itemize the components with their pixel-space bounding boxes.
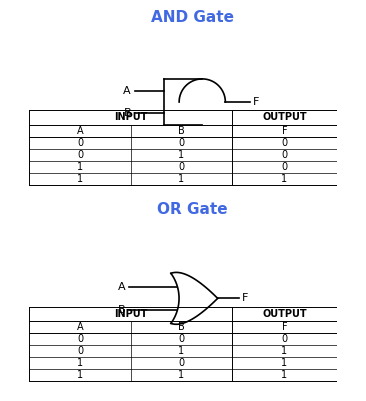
Text: 0: 0 <box>281 334 288 344</box>
Text: F: F <box>282 126 287 136</box>
Text: OR Gate: OR Gate <box>157 202 228 217</box>
Text: 0: 0 <box>77 138 83 148</box>
Text: 0: 0 <box>77 150 83 160</box>
Text: 0: 0 <box>77 334 83 344</box>
Text: F: F <box>242 294 248 303</box>
Text: 0: 0 <box>178 334 184 344</box>
Text: B: B <box>178 126 185 136</box>
Text: 0: 0 <box>178 162 184 172</box>
Text: F: F <box>253 97 259 107</box>
Text: 1: 1 <box>178 346 184 356</box>
Text: AND Gate: AND Gate <box>151 10 234 24</box>
Text: 1: 1 <box>281 358 288 368</box>
Text: 1: 1 <box>77 358 83 368</box>
Text: 0: 0 <box>178 358 184 368</box>
Text: 1: 1 <box>77 174 83 184</box>
Text: 1: 1 <box>77 162 83 172</box>
Text: A: A <box>123 86 131 96</box>
Text: OUTPUT: OUTPUT <box>262 309 307 319</box>
Text: B: B <box>123 107 131 117</box>
Text: INPUT: INPUT <box>114 112 147 122</box>
Text: A: A <box>117 282 125 292</box>
Text: 0: 0 <box>77 346 83 356</box>
Text: A: A <box>77 126 83 136</box>
Text: 0: 0 <box>281 150 288 160</box>
Text: 1: 1 <box>281 346 288 356</box>
Text: B: B <box>178 322 185 332</box>
Text: 0: 0 <box>178 138 184 148</box>
Text: 0: 0 <box>281 138 288 148</box>
Text: 1: 1 <box>178 150 184 160</box>
Text: A: A <box>77 322 83 332</box>
Text: INPUT: INPUT <box>114 309 147 319</box>
Text: 1: 1 <box>178 370 184 380</box>
Text: 0: 0 <box>281 162 288 172</box>
Text: F: F <box>282 322 287 332</box>
Text: OUTPUT: OUTPUT <box>262 112 307 122</box>
Text: 1: 1 <box>281 370 288 380</box>
Text: 1: 1 <box>77 370 83 380</box>
Text: B: B <box>117 305 125 315</box>
Text: 1: 1 <box>281 174 288 184</box>
Text: 1: 1 <box>178 174 184 184</box>
